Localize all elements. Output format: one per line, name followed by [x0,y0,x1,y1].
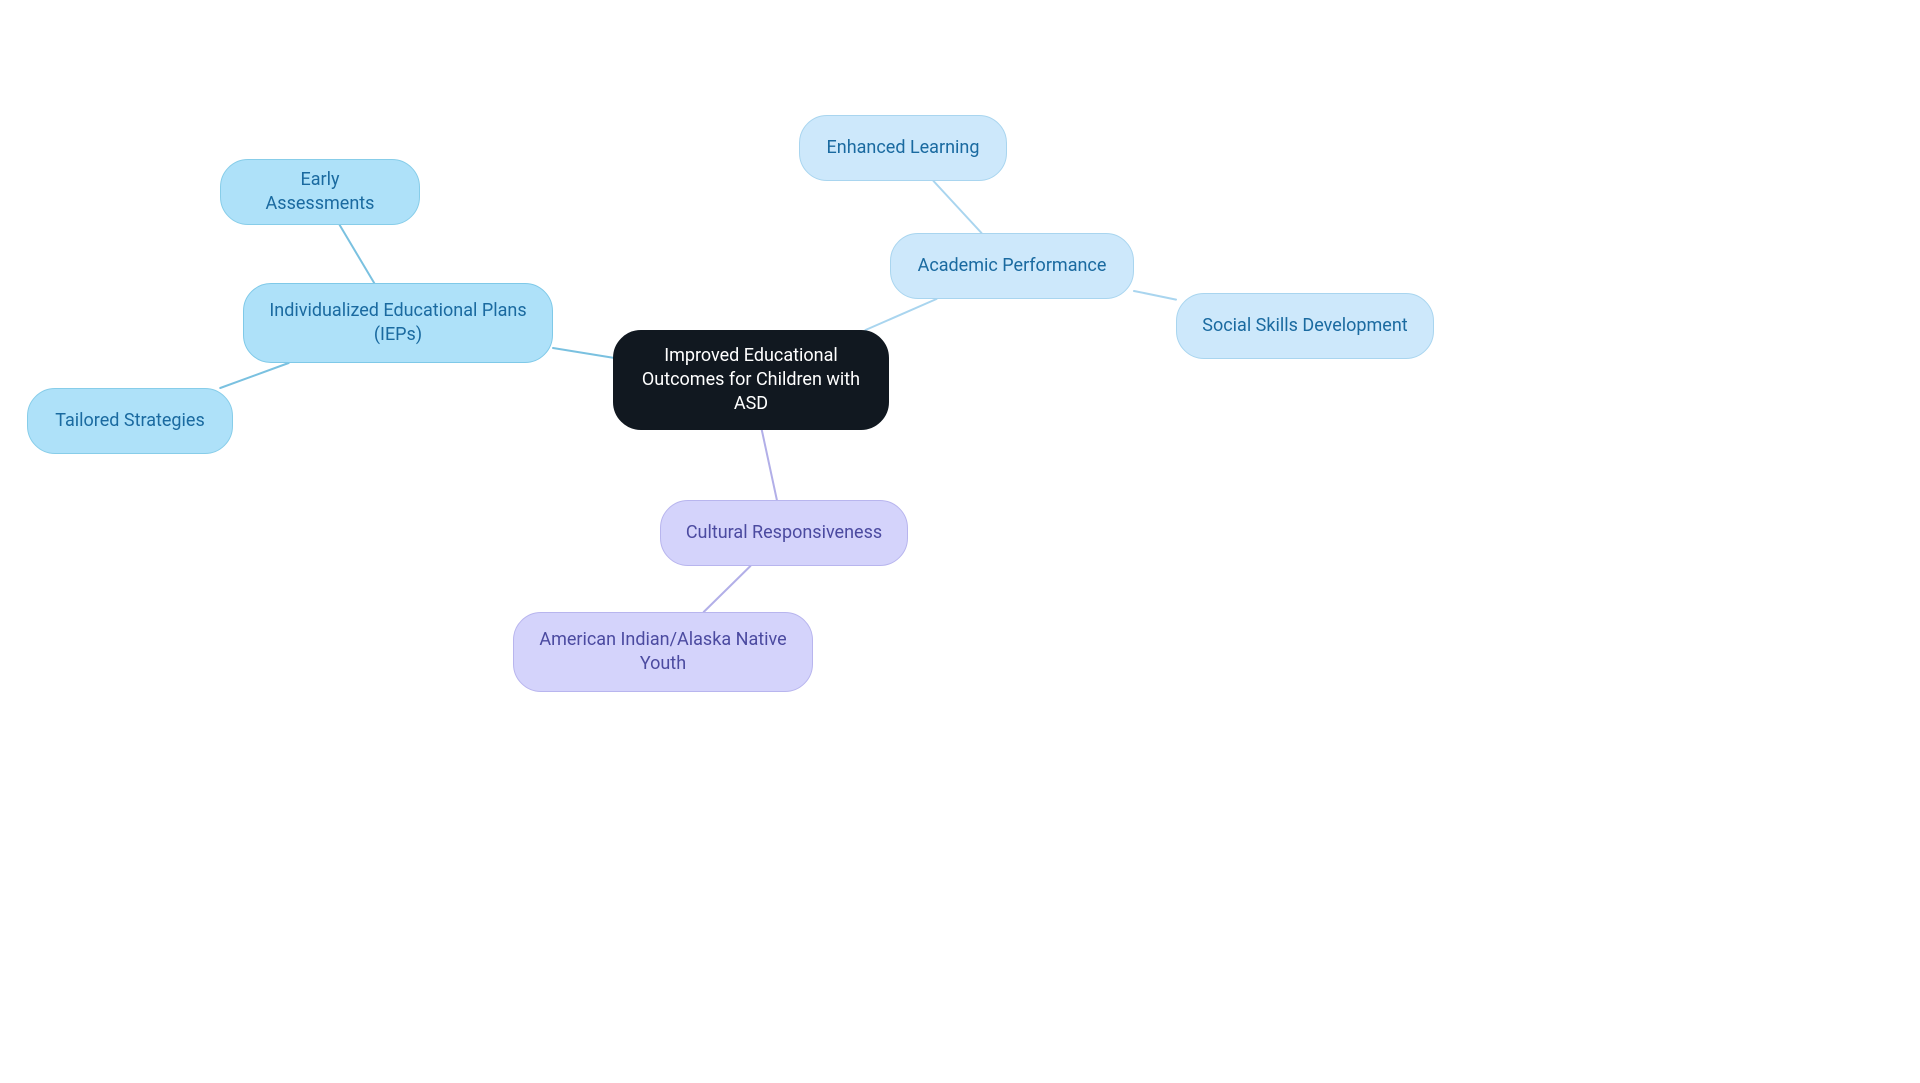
node-enhanced-label: Enhanced Learning [827,136,980,160]
node-tailored-label: Tailored Strategies [55,409,205,433]
node-cultural: Cultural Responsiveness [660,500,908,566]
node-social: Social Skills Development [1176,293,1434,359]
node-root: Improved Educational Outcomes for Childr… [613,330,889,430]
node-early-label: Early Assessments [245,168,395,217]
node-tailored: Tailored Strategies [27,388,233,454]
node-ieps: Individualized Educational Plans (IEPs) [243,283,553,363]
node-academic: Academic Performance [890,233,1134,299]
node-enhanced: Enhanced Learning [799,115,1007,181]
node-cultural-label: Cultural Responsiveness [686,521,882,545]
node-social-label: Social Skills Development [1202,314,1407,338]
node-aian-label: American Indian/Alaska Native Youth [538,628,788,677]
node-root-label: Improved Educational Outcomes for Childr… [638,344,864,417]
node-ieps-label: Individualized Educational Plans (IEPs) [268,299,528,348]
node-early: Early Assessments [220,159,420,225]
node-aian: American Indian/Alaska Native Youth [513,612,813,692]
node-academic-label: Academic Performance [918,254,1107,278]
mindmap-diagram: Improved Educational Outcomes for Childr… [0,0,1920,1083]
